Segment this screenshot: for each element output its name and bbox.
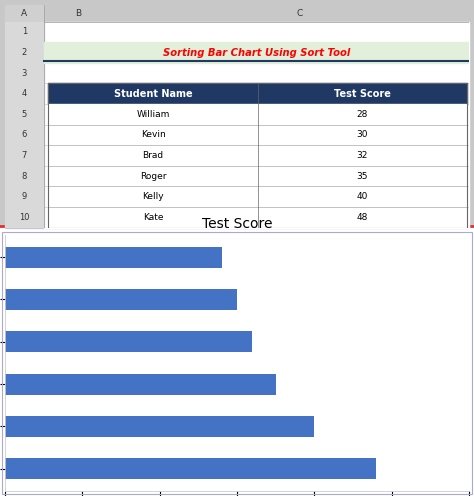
Bar (48, 104, 467, 124)
Text: William: William (137, 110, 170, 119)
Bar (5, 104, 44, 124)
Text: 10: 10 (19, 213, 30, 222)
Text: 1: 1 (22, 27, 27, 37)
Text: 40: 40 (356, 192, 368, 201)
Bar (48, 124, 467, 145)
Text: Kelly: Kelly (142, 192, 164, 201)
Text: Student Name: Student Name (114, 89, 192, 99)
Text: 8: 8 (22, 172, 27, 181)
Bar (5, 458, 376, 480)
Text: 48: 48 (356, 213, 368, 222)
Text: 4: 4 (22, 89, 27, 98)
Text: 32: 32 (356, 151, 368, 160)
Bar (5, 166, 44, 186)
Bar (44, 42, 469, 63)
Text: C: C (296, 9, 302, 18)
Bar (48, 186, 467, 207)
Text: Kate: Kate (143, 213, 164, 222)
Text: 35: 35 (356, 172, 368, 181)
Bar (5, 207, 44, 228)
Bar (5, 124, 44, 145)
Bar (5, 22, 44, 42)
Bar (48, 166, 467, 186)
Bar (5, 83, 44, 104)
Bar (48, 145, 467, 166)
Bar (5, 331, 253, 352)
Bar (5, 416, 314, 437)
Bar (5, 247, 221, 268)
Text: B: B (75, 9, 81, 18)
Text: Brad: Brad (143, 151, 164, 160)
Text: A: A (21, 9, 27, 18)
Text: 28: 28 (356, 110, 368, 119)
Bar (48, 83, 467, 228)
Bar (5, 42, 44, 63)
Bar (5, 289, 237, 310)
Bar (48, 207, 467, 228)
Text: Sorting Bar Chart Using Sort Tool: Sorting Bar Chart Using Sort Tool (163, 48, 350, 58)
Text: 3: 3 (22, 68, 27, 78)
Bar (5, 63, 44, 83)
Bar (5, 373, 276, 395)
Text: 30: 30 (356, 130, 368, 139)
Bar (48, 83, 467, 104)
Text: Kevin: Kevin (141, 130, 165, 139)
Text: Test Score: Test Score (334, 89, 391, 99)
Text: 6: 6 (22, 130, 27, 139)
Text: 5: 5 (22, 110, 27, 119)
Title: Test Score: Test Score (202, 217, 272, 231)
Text: 2: 2 (22, 48, 27, 57)
Bar (5, 145, 44, 166)
Bar (5, 5, 44, 22)
Text: 7: 7 (22, 151, 27, 160)
Bar (5, 186, 44, 207)
Text: 9: 9 (22, 192, 27, 201)
Text: Roger: Roger (140, 172, 166, 181)
